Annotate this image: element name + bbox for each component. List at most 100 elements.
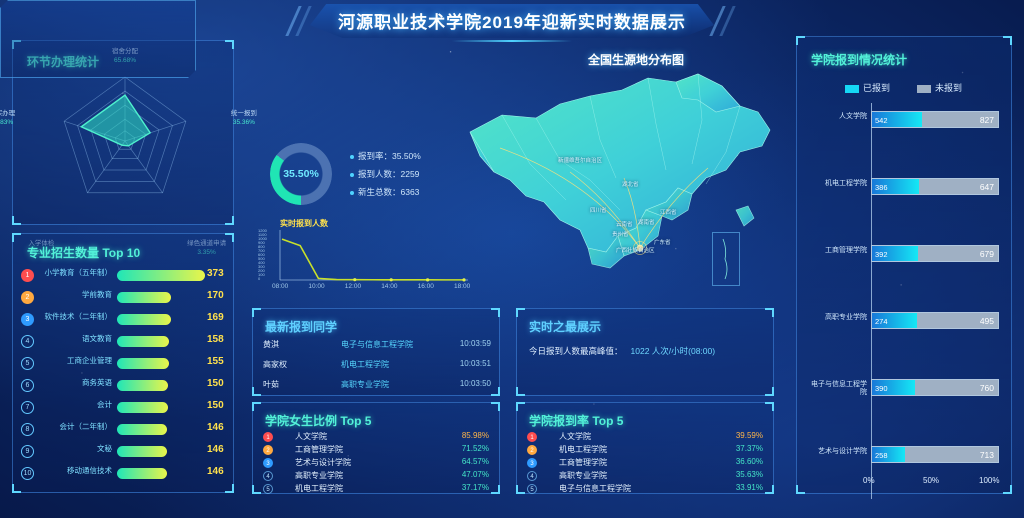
legend-swatch-unreported bbox=[917, 84, 931, 93]
top5-name: 高职专业学院 bbox=[559, 471, 607, 480]
x-tick: 16:00 bbox=[417, 283, 434, 290]
kpi-delta-value: 2253 bbox=[985, 504, 1004, 513]
major-name: 小学教育（五年制） bbox=[44, 268, 113, 277]
major-bar bbox=[117, 358, 169, 369]
legend-swatch-reported bbox=[845, 84, 859, 93]
major-name: 会计 bbox=[97, 400, 112, 409]
header-banner-shape bbox=[310, 4, 714, 38]
top5-rank: 1 bbox=[527, 432, 537, 442]
college-bar-fill bbox=[872, 447, 906, 462]
axis-label-1: 50% bbox=[923, 476, 940, 485]
college-bar-row[interactable]: 电子与信息工程学院 390 760 bbox=[805, 379, 1005, 399]
bar-axis-line bbox=[871, 103, 872, 499]
major-row[interactable]: 1 小学教育（五年制） 373 bbox=[21, 266, 227, 285]
realtime-max-title: 实时之最展示 bbox=[529, 320, 602, 334]
radar-label-1: 统一报到 35.36% bbox=[230, 110, 257, 127]
student-name: 叶茹 bbox=[263, 380, 279, 389]
top5-row: 2 工商管理学院 71.52% bbox=[263, 444, 489, 456]
radar-chart bbox=[63, 76, 187, 194]
major-name: 商务英语 bbox=[82, 378, 112, 387]
college-bar-row[interactable]: 高职专业学院 274 495 bbox=[805, 312, 1005, 332]
major-row[interactable]: 8 会计（二年制） 146 bbox=[21, 420, 227, 439]
colleges-title: 学院报到情况统计 bbox=[811, 53, 908, 67]
major-row[interactable]: 4 语文教育 158 bbox=[21, 332, 227, 351]
rate-title: 学院报到率 Top 5 bbox=[529, 414, 624, 428]
legend-reported: 已报到 bbox=[845, 81, 890, 94]
major-value: 170 bbox=[207, 290, 224, 301]
college-bar-track: 542 827 bbox=[871, 111, 999, 128]
college-name: 人文学院 bbox=[839, 113, 867, 120]
corner-br bbox=[1003, 485, 1012, 494]
major-row[interactable]: 2 学前教育 170 bbox=[21, 288, 227, 307]
corner-tl bbox=[252, 402, 261, 411]
college-unreported-value: 713 bbox=[979, 450, 994, 460]
corner-br bbox=[765, 387, 774, 396]
major-row[interactable]: 9 文秘 146 bbox=[21, 442, 227, 461]
south-sea-inset-svg bbox=[722, 238, 728, 280]
y-tick: 200 bbox=[258, 268, 265, 273]
major-value: 150 bbox=[207, 378, 224, 389]
corner-bl bbox=[252, 485, 261, 494]
corner-br bbox=[225, 216, 234, 225]
college-bar-track: 390 760 bbox=[871, 379, 999, 396]
major-value: 150 bbox=[207, 400, 224, 411]
top5-name: 工商管理学院 bbox=[559, 458, 607, 467]
top5-row: 4 高职专业学院 47.07% bbox=[263, 470, 489, 482]
top5-name: 人文学院 bbox=[295, 432, 327, 441]
x-tick: 12:00 bbox=[344, 283, 362, 290]
gauge-stat-1: 报到人数：2259 bbox=[350, 168, 419, 180]
major-value: 155 bbox=[207, 356, 224, 367]
top5-value: 85.98% bbox=[461, 431, 489, 440]
major-bar bbox=[117, 336, 170, 347]
major-row[interactable]: 3 软件技术（二年制） 169 bbox=[21, 310, 227, 329]
corner-tr bbox=[491, 402, 500, 411]
college-bar-row[interactable]: 工商管理学院 392 679 bbox=[805, 245, 1005, 265]
kpi-delta-prefix: 较昨天增加 bbox=[943, 504, 984, 513]
top5-row: 3 艺术与设计学院 64.57% bbox=[263, 457, 489, 469]
major-name: 语文教育 bbox=[82, 334, 112, 343]
corner-bl bbox=[12, 484, 21, 493]
top5-row: 5 电子与信息工程学院 33.91% bbox=[527, 483, 763, 495]
major-rank: 9 bbox=[21, 445, 34, 458]
x-tick: 10:00 bbox=[308, 283, 325, 290]
header-underline bbox=[452, 40, 572, 42]
map-region-label: 广东省 bbox=[654, 240, 671, 246]
top5-row: 5 机电工程学院 37.17% bbox=[263, 483, 489, 495]
college-bar-row[interactable]: 机电工程学院 386 647 bbox=[805, 178, 1005, 198]
corner-br bbox=[225, 484, 234, 493]
major-bar bbox=[117, 270, 205, 281]
major-name: 软件技术（二年制） bbox=[44, 312, 113, 321]
map-region-label: 云南省 bbox=[616, 222, 633, 228]
corner-tl bbox=[252, 308, 261, 317]
college-bar-row[interactable]: 艺术与设计学院 258 713 bbox=[805, 446, 1005, 466]
major-row[interactable]: 10 移动通信技术 146 bbox=[21, 464, 227, 483]
top5-rank: 4 bbox=[527, 471, 537, 481]
college-unreported-value: 647 bbox=[979, 182, 994, 192]
major-row[interactable]: 5 工商企业管理 155 bbox=[21, 354, 227, 373]
college-unreported-value: 495 bbox=[979, 316, 994, 326]
top5-rank: 1 bbox=[263, 432, 273, 442]
college-bar-track: 258 713 bbox=[871, 446, 999, 463]
major-rank: 7 bbox=[21, 401, 34, 414]
realtime-max-label: 今日报到人数最高峰值： bbox=[529, 346, 623, 356]
gauge-stat-2: 新生总数：6363 bbox=[350, 186, 419, 198]
map-region-label: 湖北省 bbox=[622, 182, 639, 188]
college-bar-row[interactable]: 人文学院 542 827 bbox=[805, 111, 1005, 131]
college-bar-fill bbox=[872, 112, 922, 127]
top5-name: 机电工程学院 bbox=[295, 484, 343, 493]
majors-panel: 专业招生数量 Top 10 1 小学教育（五年制） 373 2 学前教育 170 3 软件技术… bbox=[12, 233, 234, 493]
college-bar-track: 274 495 bbox=[871, 312, 999, 329]
college-name: 工商管理学院 bbox=[825, 247, 867, 254]
college-name: 高职专业学院 bbox=[825, 314, 867, 321]
major-row[interactable]: 7 会计 150 bbox=[21, 398, 227, 417]
student-time: 10:03:59 bbox=[459, 339, 491, 348]
college-unreported-value: 679 bbox=[979, 249, 994, 259]
top5-rank: 2 bbox=[527, 445, 537, 455]
corner-bl bbox=[252, 387, 261, 396]
major-row[interactable]: 6 商务英语 150 bbox=[21, 376, 227, 395]
radar-label-2: 绿色通道申请3.35% bbox=[181, 239, 233, 257]
student-time: 10:03:51 bbox=[459, 359, 491, 368]
map-region-label: 广西壮族自治区 bbox=[616, 248, 655, 254]
college-bar-fill bbox=[872, 246, 919, 261]
major-rank: 10 bbox=[21, 467, 34, 480]
